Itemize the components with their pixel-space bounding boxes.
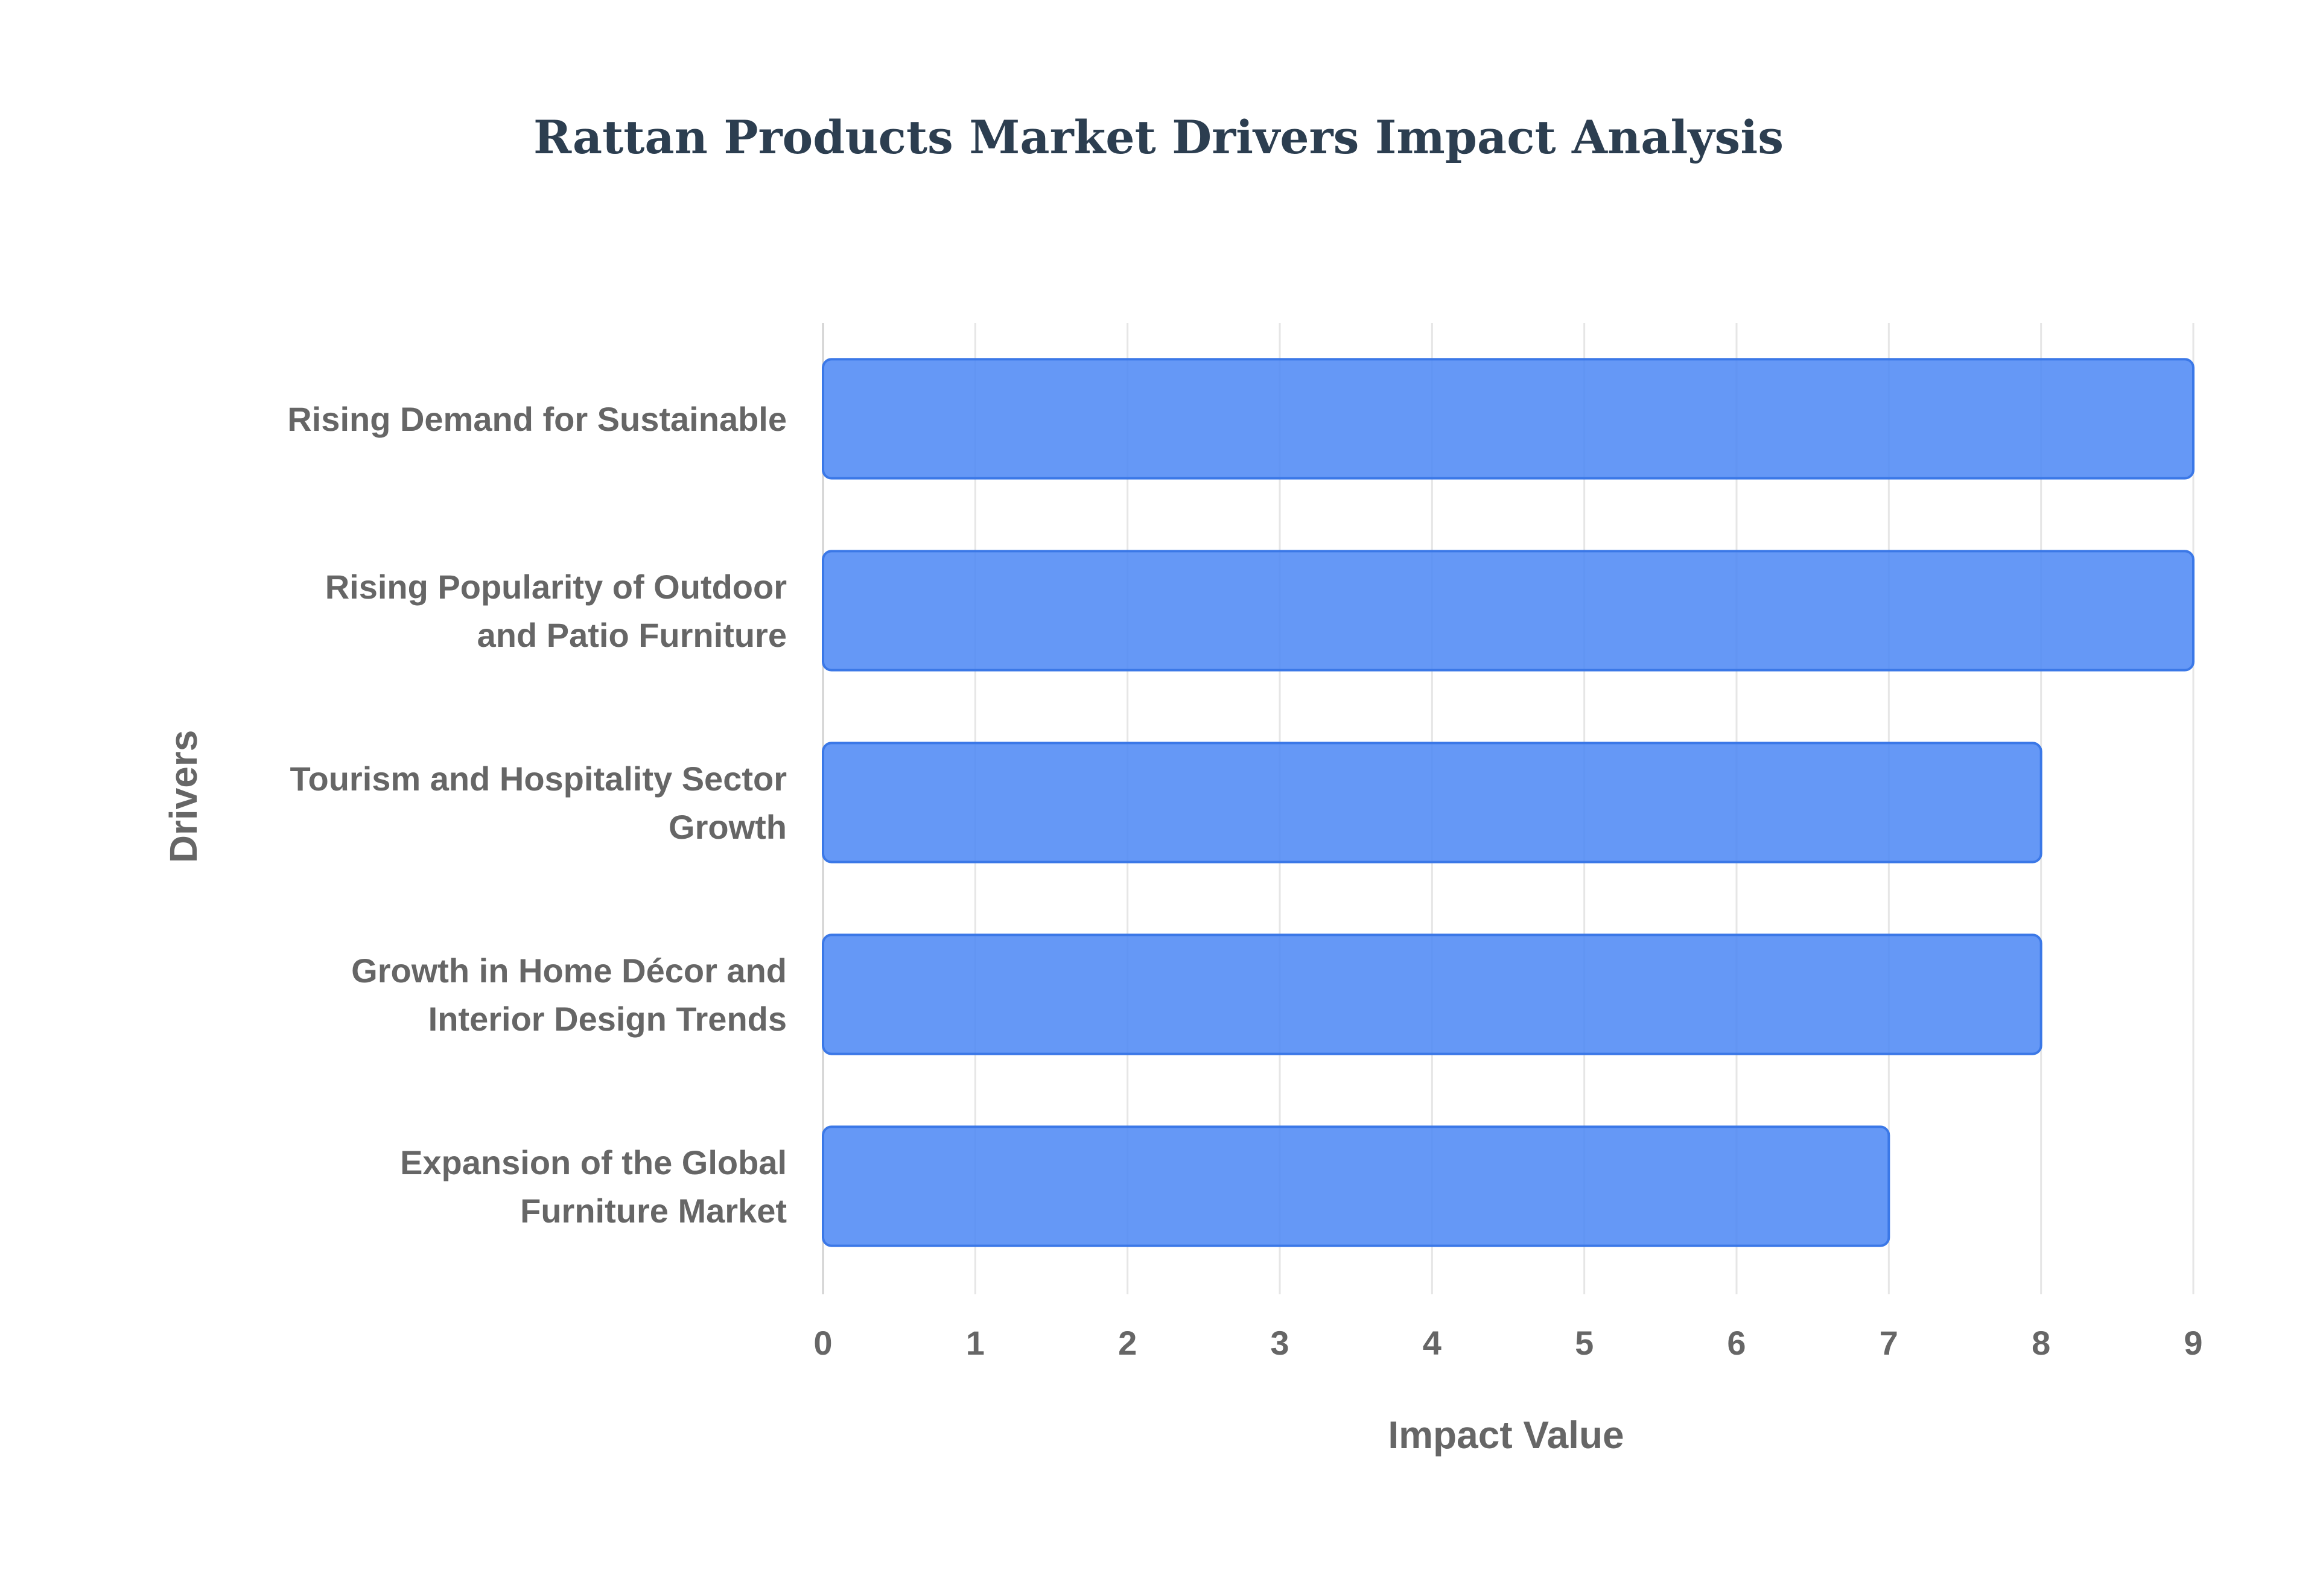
y-axis-category-labels: Rising Demand for Sustainable Rising Popu…	[287, 400, 787, 1230]
x-tick-label-7: 7	[1880, 1324, 1898, 1362]
x-tick-label-3: 3	[1270, 1324, 1289, 1362]
x-tick-label-1: 1	[966, 1324, 985, 1362]
x-tick-label-6: 6	[1727, 1324, 1746, 1362]
x-axis-ticks: 0 1 2 3 4 5 6 7 8 9	[813, 1324, 2202, 1362]
y-category-label-1: Rising Popularity of Outdoor and Patio Fu…	[325, 568, 787, 654]
y-category-label-4: Expansion of the Global Furniture Market	[400, 1143, 787, 1230]
y-category-label-2: Tourism and Hospitality Sector Growth	[290, 760, 787, 846]
x-tick-label-0: 0	[813, 1324, 832, 1362]
chart-title: Rattan Products Market Drivers Impact An…	[533, 110, 1784, 164]
bar-1[interactable]	[822, 550, 2195, 672]
x-tick-label-2: 2	[1118, 1324, 1137, 1362]
y-category-label-0: Rising Demand for Sustainable	[287, 400, 787, 438]
x-tick-label-4: 4	[1423, 1324, 1441, 1362]
bars	[822, 358, 2195, 1247]
x-tick-label-9: 9	[2184, 1324, 2202, 1362]
x-tick-label-5: 5	[1575, 1324, 1594, 1362]
bar-0[interactable]	[822, 358, 2195, 480]
y-axis-title: Drivers	[162, 730, 205, 863]
y-category-label-3: Growth in Home Décor and Interior Design …	[351, 952, 787, 1038]
bar-3[interactable]	[822, 933, 2042, 1055]
bar-2[interactable]	[822, 742, 2042, 863]
bar-4[interactable]	[822, 1125, 1890, 1247]
x-axis-title: Impact Value	[1388, 1413, 1624, 1457]
x-tick-label-8: 8	[2032, 1324, 2050, 1362]
